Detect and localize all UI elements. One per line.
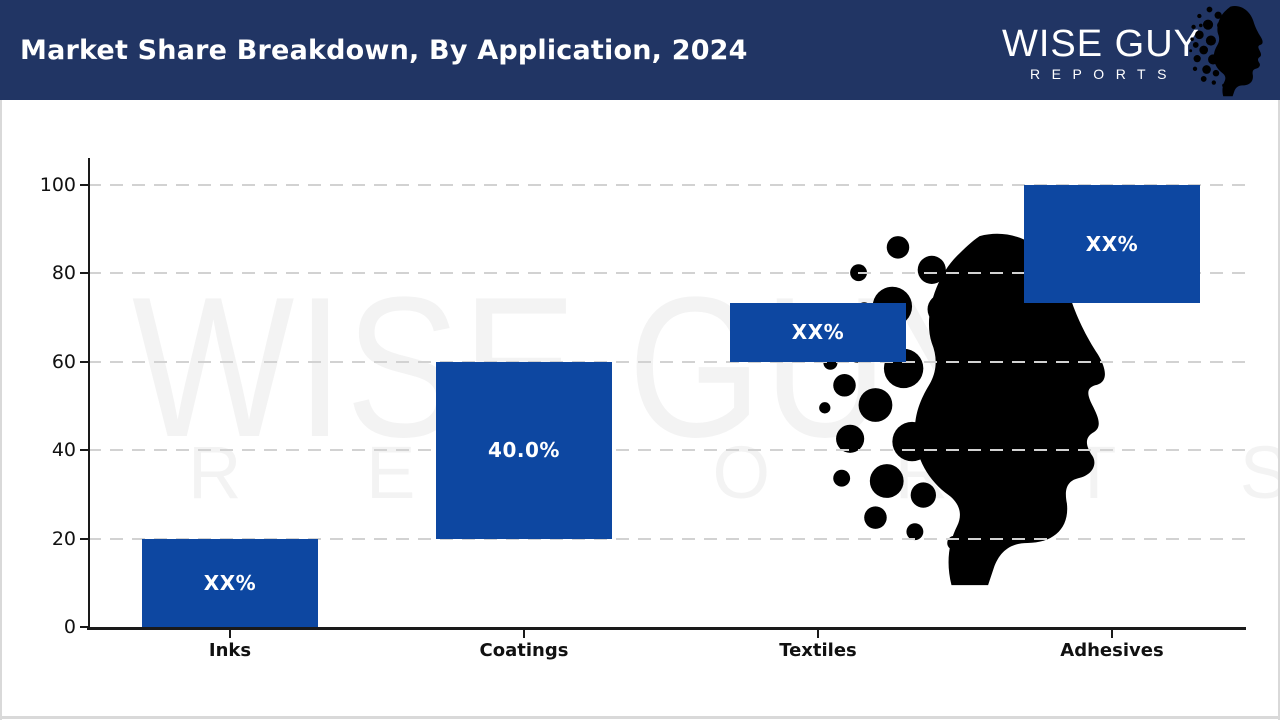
y-gridline-40 bbox=[88, 449, 1248, 452]
y-tick-mark-40 bbox=[80, 449, 88, 452]
x-tick-mark-textiles bbox=[817, 630, 819, 638]
header-bar: Market Share Breakdown, By Application, … bbox=[0, 0, 1280, 100]
y-tick-mark-60 bbox=[80, 360, 88, 363]
bar-inks: XX% bbox=[142, 538, 318, 627]
y-gridline-20 bbox=[88, 537, 1248, 540]
y-tick-mark-100 bbox=[80, 184, 88, 186]
y-tick-mark-0 bbox=[80, 626, 88, 628]
y-tick-label-40: 40 bbox=[51, 439, 76, 462]
page-border-left bbox=[0, 100, 2, 720]
y-gridline-100 bbox=[88, 184, 1248, 186]
x-axis-line bbox=[87, 627, 1246, 630]
y-tick-label-0: 0 bbox=[63, 616, 76, 638]
x-axis-label-coatings: Coatings bbox=[479, 640, 569, 661]
x-axis-label-textiles: Textiles bbox=[779, 640, 857, 661]
y-tick-label-20: 20 bbox=[51, 527, 76, 550]
y-gridline-80 bbox=[88, 272, 1248, 275]
y-tick-mark-20 bbox=[80, 537, 88, 540]
x-tick-mark-coatings bbox=[523, 630, 525, 638]
wiseguy-logo-text: WISE GUY REPORTS bbox=[1002, 25, 1200, 81]
x-tick-mark-adhesives bbox=[1111, 630, 1113, 638]
bar-coatings: 40.0% bbox=[436, 361, 612, 539]
wiseguy-logo-line2: REPORTS bbox=[1030, 66, 1178, 82]
y-gridline-60 bbox=[88, 360, 1248, 363]
bar-textiles: XX% bbox=[730, 303, 906, 362]
wiseguy-logo: WISE GUY REPORTS bbox=[1002, 0, 1270, 100]
y-tick-mark-80 bbox=[80, 272, 88, 275]
x-axis-label-inks: Inks bbox=[208, 640, 252, 661]
x-axis-label-adhesives: Adhesives bbox=[1060, 640, 1164, 661]
y-axis-line bbox=[88, 158, 90, 630]
page-border-bottom bbox=[0, 716, 1280, 719]
x-tick-mark-inks bbox=[229, 630, 231, 638]
y-tick-label-100: 100 bbox=[39, 174, 76, 196]
page-border-right bbox=[1278, 100, 1280, 720]
watermark-reports-text: R E P O R T S bbox=[188, 431, 1280, 514]
wiseguy-face-icon bbox=[1189, 6, 1263, 97]
bar-adhesives: XX% bbox=[1024, 185, 1200, 303]
y-tick-label-80: 80 bbox=[51, 262, 76, 285]
y-tick-label-60: 60 bbox=[51, 350, 76, 373]
page-title: Market Share Breakdown, By Application, … bbox=[20, 34, 748, 66]
bar-value-label-adhesives: XX% bbox=[1085, 232, 1139, 256]
bar-value-label-inks: XX% bbox=[203, 570, 257, 595]
bar-value-label-textiles: XX% bbox=[791, 320, 845, 345]
bar-value-label-coatings: 40.0% bbox=[488, 438, 560, 463]
wiseguy-logo-line1: WISE GUY bbox=[1001, 23, 1200, 65]
